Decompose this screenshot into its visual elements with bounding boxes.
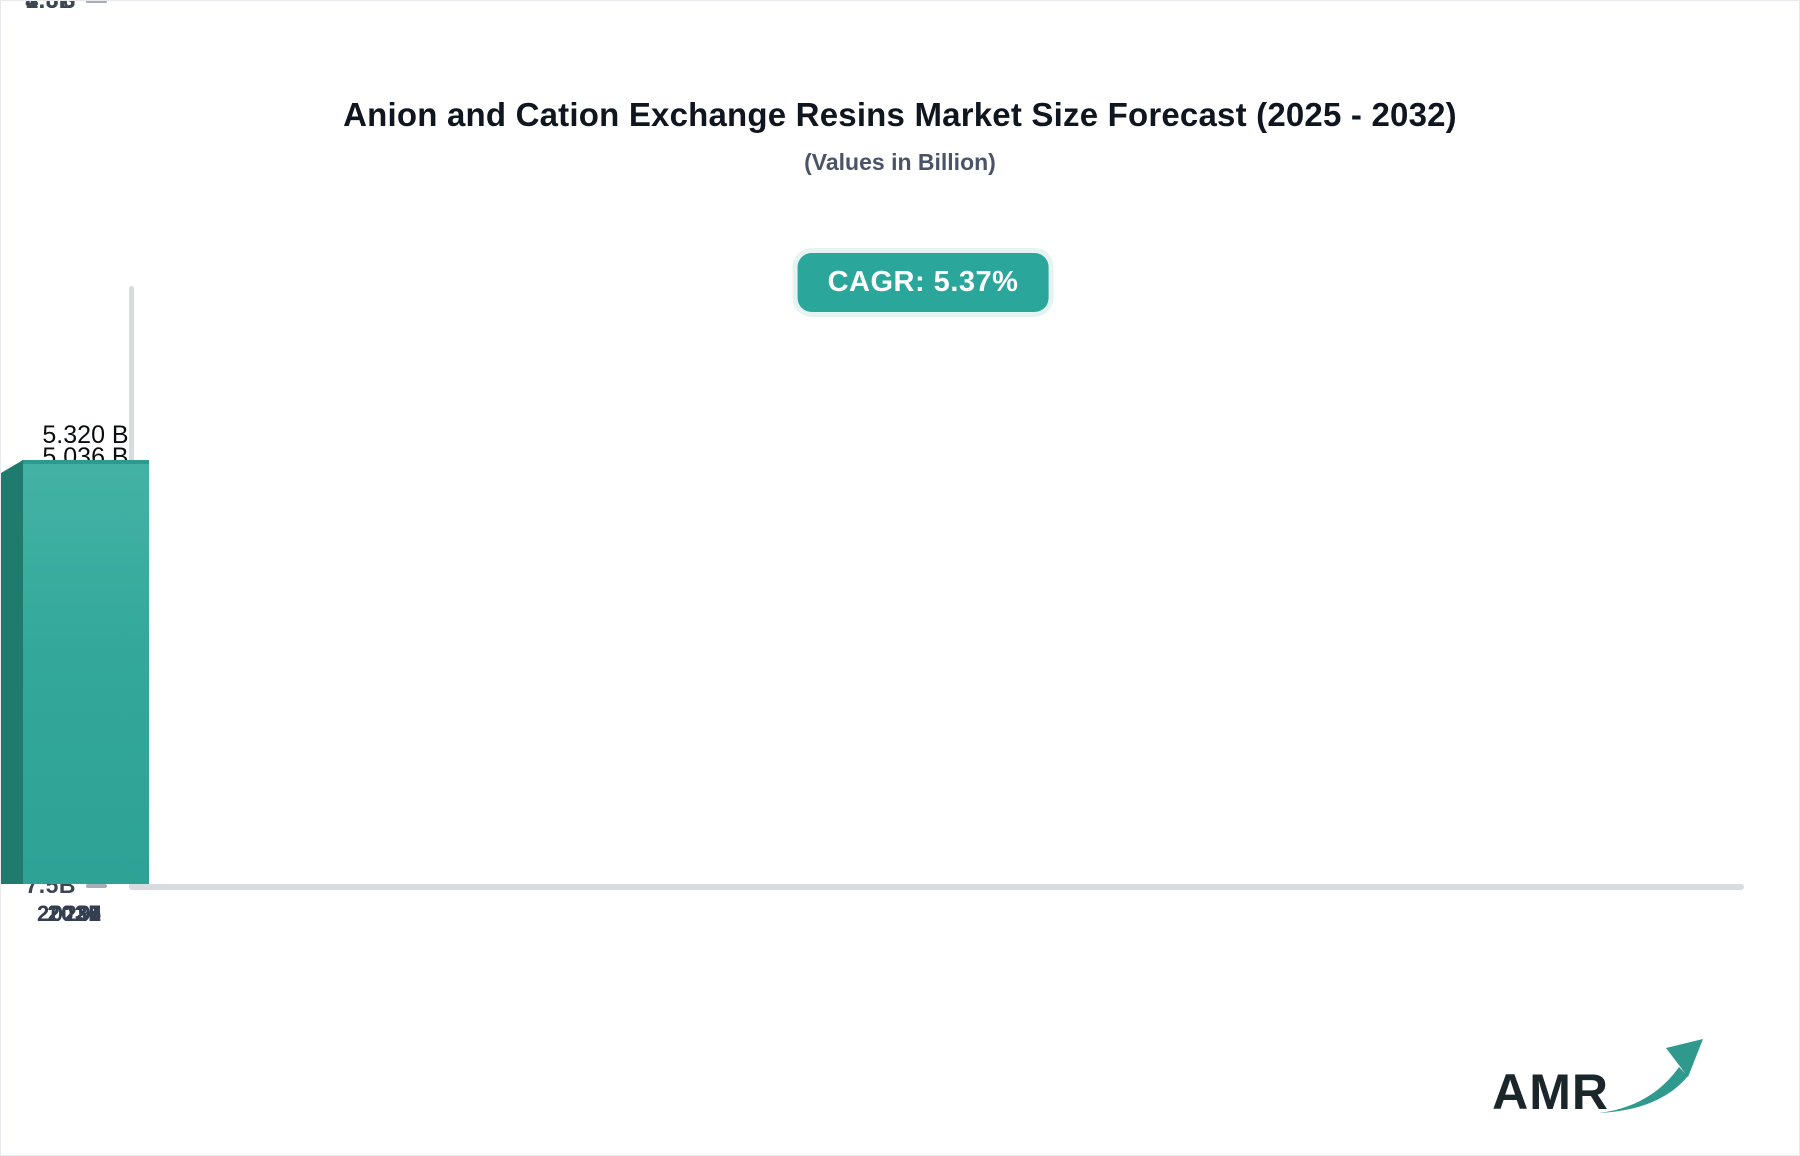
x-tick-label: 2025 <box>47 901 103 926</box>
x-tick-label: 2031 <box>47 901 103 926</box>
y-tick-label: 3.0B <box>25 0 76 13</box>
bar-3d-side <box>1 460 23 884</box>
amr-logo: AMR <box>1492 1033 1707 1117</box>
chart-title: Anion and Cation Exchange Resins Market … <box>343 96 1457 133</box>
amr-logo-text: AMR <box>1492 1064 1609 1120</box>
growth-arrow-icon <box>1599 1039 1703 1113</box>
x-tick-label: 2028 <box>47 901 103 926</box>
x-tick-label: 2032 <box>47 901 103 926</box>
y-tick-label: 6.0B <box>25 0 76 13</box>
bar-value-label: 5.320 B <box>42 421 129 449</box>
x-tick-label: 2029 <box>37 901 92 926</box>
x-tick-label: 2033 <box>47 901 103 926</box>
bar-2033: 5.320 B 2033 <box>1 421 149 926</box>
y-tick-label: 0 <box>62 0 76 13</box>
y-tick-mark <box>86 1 107 3</box>
x-tick-label: 2030 <box>47 901 103 926</box>
x-tick-label: 2026 <box>47 901 103 926</box>
chart-subtitle: (Values in Billion) <box>804 149 996 175</box>
y-tick-label: 1.5B <box>25 0 76 13</box>
x-axis-line <box>129 884 1744 890</box>
y-tick-mark <box>86 884 107 888</box>
cagr-badge: CAGR: 5.37% <box>797 253 1049 312</box>
bar-face <box>22 460 149 884</box>
y-tick-label: 4.5B <box>25 0 76 13</box>
x-tick-label: 2027 <box>47 901 103 926</box>
